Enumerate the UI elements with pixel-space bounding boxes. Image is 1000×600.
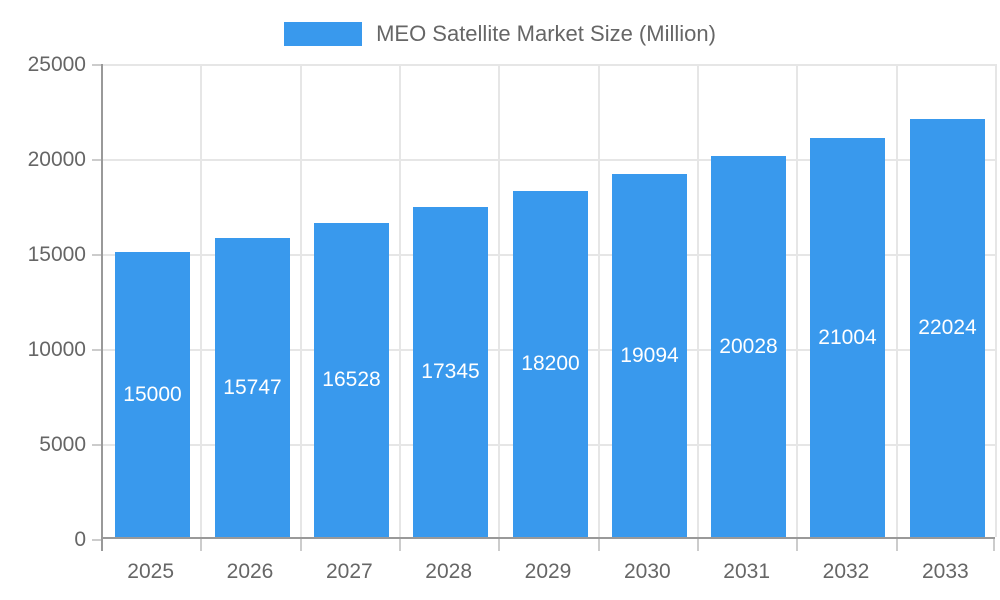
y-axis-tick-label: 0 bbox=[74, 528, 86, 551]
bar-value-label: 16528 bbox=[322, 368, 381, 391]
x-tick-mark bbox=[200, 539, 202, 551]
x-tick-mark bbox=[896, 539, 898, 551]
gridline-vertical bbox=[796, 64, 798, 537]
y-tick-mark bbox=[92, 159, 101, 161]
bar-value-label: 20028 bbox=[719, 334, 778, 358]
bar-2032[interactable]: 21004 bbox=[810, 138, 885, 537]
legend-swatch-icon bbox=[284, 22, 363, 46]
bar-2030[interactable]: 19094 bbox=[612, 174, 687, 537]
x-axis-tick-label: 2028 bbox=[425, 560, 473, 583]
chart-legend[interactable]: MEO Satellite Market Size (Million) bbox=[0, 18, 1000, 50]
y-tick-mark bbox=[92, 444, 101, 446]
bar-2027[interactable]: 16528 bbox=[314, 223, 389, 537]
bar-2029[interactable]: 18200 bbox=[513, 191, 588, 537]
y-tick-mark bbox=[92, 539, 101, 541]
gridline-vertical bbox=[697, 64, 699, 537]
x-tick-mark bbox=[399, 539, 401, 551]
bar-value-label: 18200 bbox=[521, 352, 580, 375]
bar-2033[interactable]: 22024 bbox=[910, 119, 985, 537]
x-tick-mark bbox=[796, 539, 798, 551]
gridline-vertical bbox=[498, 64, 500, 537]
y-axis-tick-label: 15000 bbox=[27, 243, 86, 266]
x-axis-tick-label: 2027 bbox=[325, 560, 373, 583]
x-tick-mark bbox=[101, 539, 103, 551]
bar-value-label: 22024 bbox=[918, 316, 977, 339]
bar-value-label: 19094 bbox=[620, 343, 679, 367]
gridline-vertical bbox=[896, 64, 898, 537]
x-axis-tick-label: 2030 bbox=[623, 560, 671, 583]
gridline-vertical bbox=[598, 64, 600, 537]
gridline-vertical bbox=[399, 64, 401, 537]
gridline-horizontal bbox=[103, 64, 995, 66]
bar-value-label: 17345 bbox=[421, 360, 480, 383]
y-tick-mark bbox=[92, 349, 101, 351]
x-tick-mark bbox=[300, 539, 302, 551]
y-tick-mark bbox=[92, 254, 101, 256]
x-axis-tick-label: 2032 bbox=[822, 560, 870, 583]
gridline-vertical bbox=[300, 64, 302, 537]
plot-area: 15000 15747 16528 17345 18200 19094 20028 21004… bbox=[101, 64, 997, 539]
x-axis-tick-label: 2031 bbox=[723, 560, 771, 583]
y-axis-tick-label: 5000 bbox=[39, 433, 86, 456]
bar-2026[interactable]: 15747 bbox=[215, 238, 290, 537]
y-axis-tick-label: 10000 bbox=[27, 338, 86, 361]
x-tick-mark bbox=[498, 539, 500, 551]
x-axis-tick-label: 2029 bbox=[524, 560, 572, 583]
gridline-vertical bbox=[200, 64, 202, 537]
legend-label: MEO Satellite Market Size (Million) bbox=[376, 21, 716, 46]
x-axis-tick-label: 2026 bbox=[226, 560, 274, 583]
bar-value-label: 15747 bbox=[223, 375, 282, 399]
bar-value-label: 21004 bbox=[818, 325, 877, 349]
bar-2025[interactable]: 15000 bbox=[115, 252, 190, 537]
y-axis-tick-label: 20000 bbox=[27, 148, 86, 171]
y-axis-tick-label: 25000 bbox=[27, 53, 86, 76]
gridline-vertical bbox=[995, 64, 997, 537]
bar-2028[interactable]: 17345 bbox=[413, 207, 488, 537]
y-tick-mark bbox=[92, 64, 101, 66]
x-tick-mark bbox=[993, 539, 995, 551]
x-axis-tick-label: 2025 bbox=[127, 560, 175, 583]
x-tick-mark bbox=[598, 539, 600, 551]
x-tick-mark bbox=[697, 539, 699, 551]
gridline-horizontal bbox=[103, 159, 995, 161]
bar-2031[interactable]: 20028 bbox=[711, 156, 786, 537]
bar-value-label: 15000 bbox=[123, 382, 182, 406]
x-axis-tick-label: 2033 bbox=[921, 560, 969, 583]
